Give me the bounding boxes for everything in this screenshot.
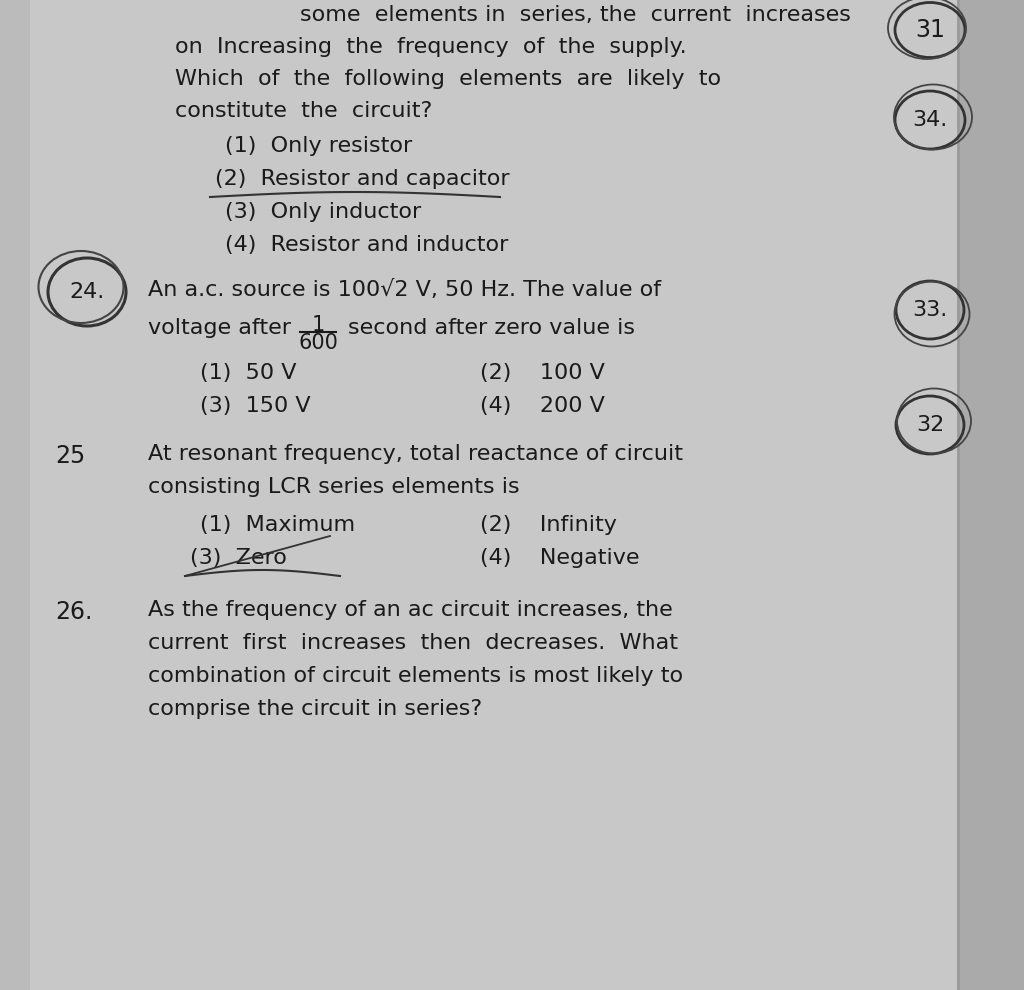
Text: 31: 31 xyxy=(915,18,945,42)
Text: (3)  Only inductor: (3) Only inductor xyxy=(225,202,421,222)
Text: current  first  increases  then  decreases.  What: current first increases then decreases. … xyxy=(148,633,678,653)
Text: An a.c. source is 100√2 V, 50 Hz. The value of: An a.c. source is 100√2 V, 50 Hz. The va… xyxy=(148,280,662,300)
Text: 1: 1 xyxy=(311,315,325,335)
Text: At resonant frequency, total reactance of circuit: At resonant frequency, total reactance o… xyxy=(148,444,683,464)
Text: (4)    200 V: (4) 200 V xyxy=(480,396,605,416)
Text: (4)  Resistor and inductor: (4) Resistor and inductor xyxy=(225,235,508,255)
Text: comprise the circuit in series?: comprise the circuit in series? xyxy=(148,699,482,719)
Text: (3)  Zero: (3) Zero xyxy=(190,548,287,568)
Text: 34.: 34. xyxy=(912,110,947,130)
Text: (2)    Infinity: (2) Infinity xyxy=(480,515,616,535)
Text: 32: 32 xyxy=(915,415,944,435)
Text: on  Increasing  the  frequency  of  the  supply.: on Increasing the frequency of the suppl… xyxy=(175,37,687,57)
Text: consisting LCR series elements is: consisting LCR series elements is xyxy=(148,477,519,497)
Text: 600: 600 xyxy=(298,333,338,353)
Text: (1)  Only resistor: (1) Only resistor xyxy=(225,136,413,156)
Text: combination of circuit elements is most likely to: combination of circuit elements is most … xyxy=(148,666,683,686)
Text: 26.: 26. xyxy=(55,600,92,624)
FancyBboxPatch shape xyxy=(0,0,30,990)
Text: voltage after: voltage after xyxy=(148,318,291,338)
Text: (4)    Negative: (4) Negative xyxy=(480,548,640,568)
Text: Which  of  the  following  elements  are  likely  to: Which of the following elements are like… xyxy=(175,69,721,89)
Text: constitute  the  circuit?: constitute the circuit? xyxy=(175,101,432,121)
Text: second after zero value is: second after zero value is xyxy=(348,318,635,338)
Text: As the frequency of an ac circuit increases, the: As the frequency of an ac circuit increa… xyxy=(148,600,673,620)
Text: (3)  150 V: (3) 150 V xyxy=(200,396,310,416)
Text: 25: 25 xyxy=(55,444,85,468)
FancyBboxPatch shape xyxy=(961,0,1024,990)
Text: (2)  Resistor and capacitor: (2) Resistor and capacitor xyxy=(215,169,510,189)
Text: (1)  50 V: (1) 50 V xyxy=(200,363,297,383)
Text: 33.: 33. xyxy=(912,300,947,320)
Text: (2)    100 V: (2) 100 V xyxy=(480,363,605,383)
Text: some  elements in  series, the  current  increases: some elements in series, the current inc… xyxy=(300,5,851,25)
Text: 24.: 24. xyxy=(70,282,104,302)
Text: (1)  Maximum: (1) Maximum xyxy=(200,515,355,535)
